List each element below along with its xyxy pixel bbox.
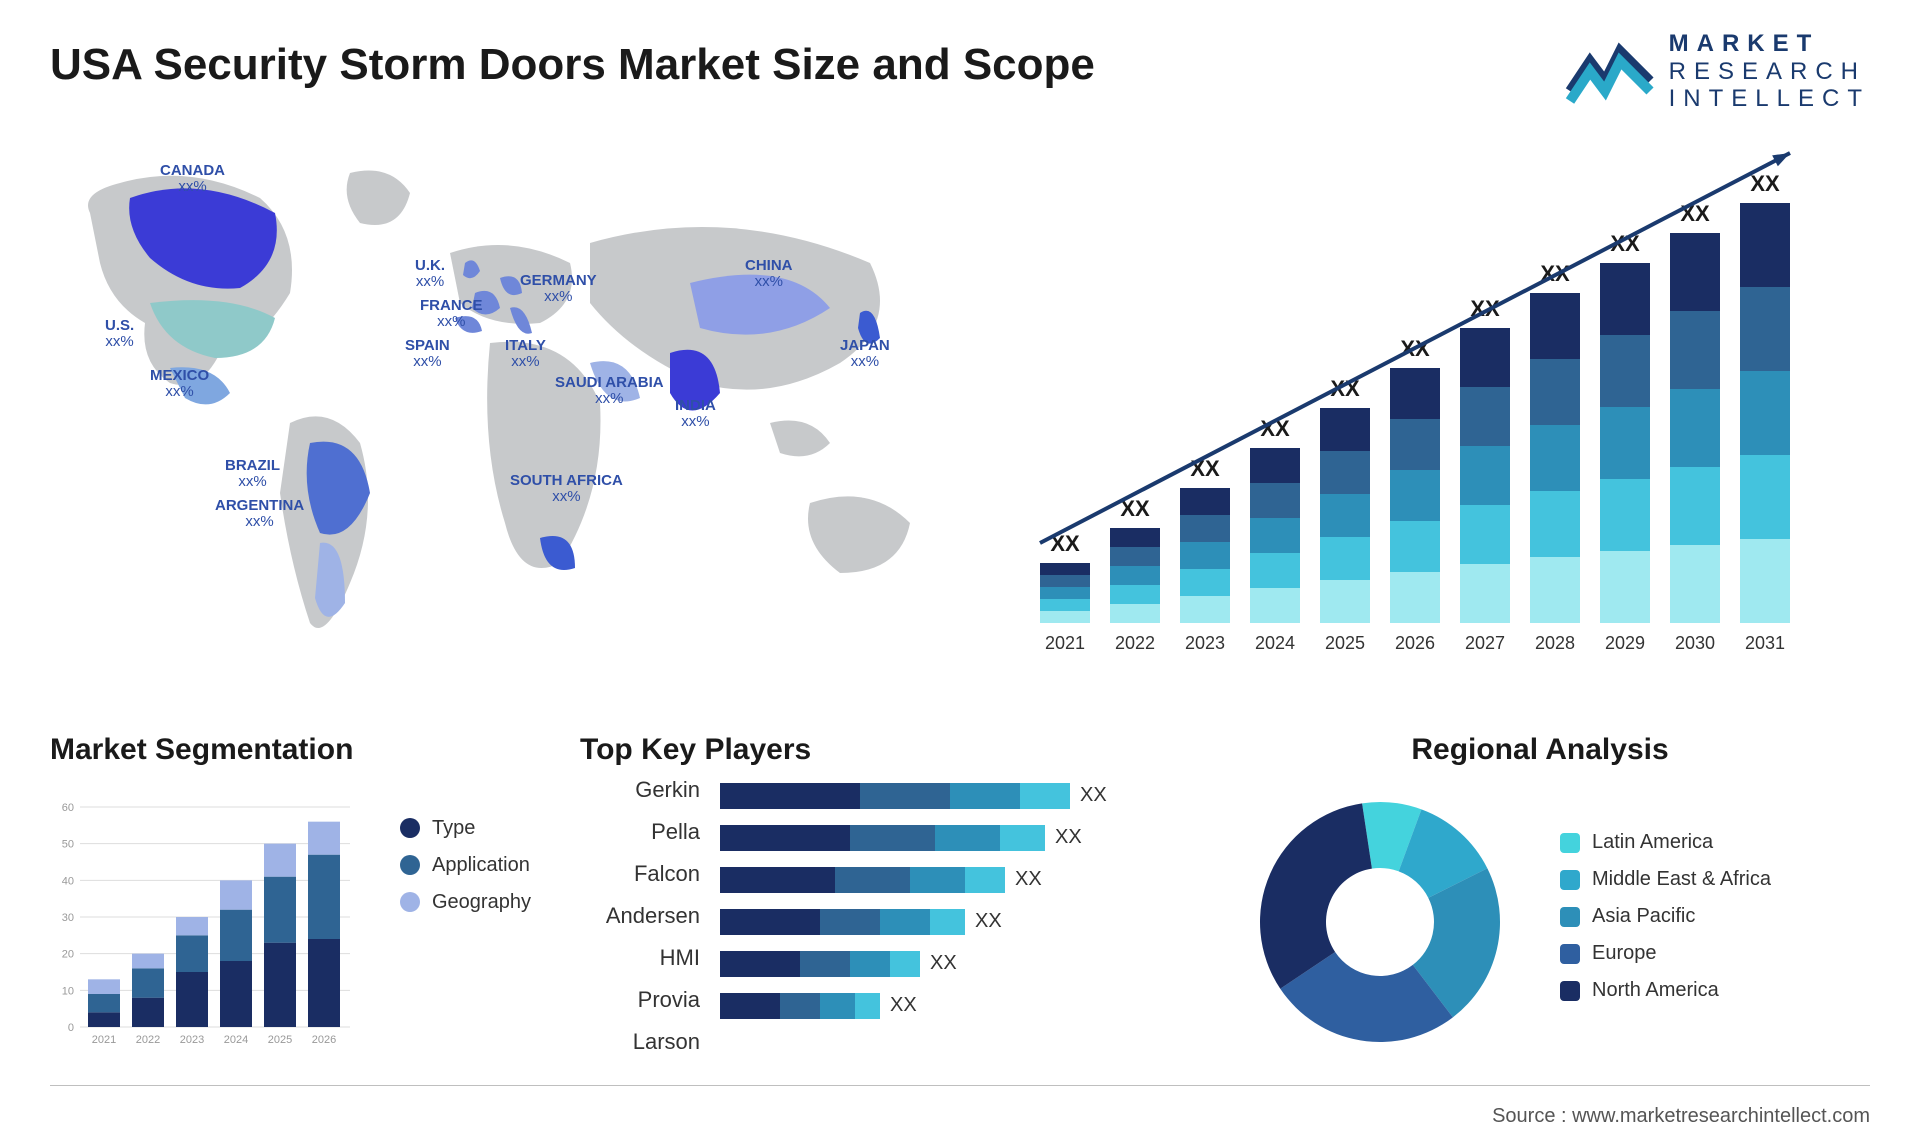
- seg-legend-geography: Geography: [400, 891, 531, 914]
- regional-panel: Regional Analysis Latin America Middle Ea…: [1230, 733, 1850, 1057]
- svg-text:2025: 2025: [1325, 633, 1365, 653]
- map-label-germany: GERMANYxx%: [520, 273, 597, 306]
- map-label-brazil: BRAZILxx%: [225, 458, 280, 491]
- map-label-mexico: MEXICOxx%: [150, 368, 209, 401]
- map-label-china: CHINAxx%: [745, 258, 793, 291]
- svg-text:2030: 2030: [1675, 633, 1715, 653]
- svg-text:40: 40: [62, 875, 74, 887]
- svg-text:2021: 2021: [92, 1034, 116, 1046]
- logo-icon: [1565, 36, 1655, 106]
- regional-legend: Latin America Middle East & Africa Asia Pa…: [1560, 831, 1771, 1002]
- player-bar-row: XX: [720, 783, 1107, 809]
- svg-text:2026: 2026: [1395, 633, 1435, 653]
- map-label-south-africa: SOUTH AFRICAxx%: [510, 473, 623, 506]
- map-label-u-k-: U.K.xx%: [415, 258, 445, 291]
- players-panel: Top Key Players Gerkin Pella Falcon Anderse…: [580, 733, 1200, 1057]
- logo-line1: MARKET: [1669, 30, 1870, 58]
- map-label-saudi-arabia: SAUDI ARABIAxx%: [555, 375, 664, 408]
- player-bar-row: XX: [720, 909, 1107, 935]
- region-legend-item: Europe: [1560, 942, 1771, 965]
- map-label-spain: SPAINxx%: [405, 338, 450, 371]
- svg-text:50: 50: [62, 838, 74, 850]
- svg-text:XX: XX: [1750, 171, 1780, 196]
- seg-legend-type: Type: [400, 817, 531, 840]
- players-title: Top Key Players: [580, 733, 1200, 767]
- svg-text:60: 60: [62, 802, 74, 814]
- logo-line3: INTELLECT: [1669, 85, 1870, 113]
- svg-text:XX: XX: [1190, 456, 1220, 481]
- svg-text:2021: 2021: [1045, 633, 1085, 653]
- map-label-japan: JAPANxx%: [840, 338, 890, 371]
- region-legend-item: Latin America: [1560, 831, 1771, 854]
- segmentation-legend: Type Application Geography: [400, 817, 531, 914]
- svg-text:XX: XX: [1680, 201, 1710, 226]
- svg-text:10: 10: [62, 985, 74, 997]
- players-list: Gerkin Pella Falcon Andersen HMI Provia Larson: [580, 777, 700, 1055]
- segmentation-chart: 0 10 20 30 40 50 60 2021 2022 2023 2024 2025 2026: [50, 777, 370, 1057]
- regional-donut: [1230, 777, 1530, 1057]
- map-label-italy: ITALYxx%: [505, 338, 546, 371]
- svg-text:2024: 2024: [224, 1034, 248, 1046]
- player-name: HMI: [580, 945, 700, 971]
- svg-text:2023: 2023: [1185, 633, 1225, 653]
- svg-text:2023: 2023: [180, 1034, 204, 1046]
- players-bars: XX XX XX XX XX XX: [720, 783, 1107, 1055]
- map-label-u-s-: U.S.xx%: [105, 318, 134, 351]
- world-map-panel: CANADAxx% U.S.xx% MEXICOxx% BRAZILxx% ARGENT…: [50, 143, 970, 703]
- map-label-canada: CANADAxx%: [160, 163, 225, 196]
- player-name: Andersen: [580, 903, 700, 929]
- player-bar-row: XX: [720, 867, 1107, 893]
- svg-text:2022: 2022: [136, 1034, 160, 1046]
- footer-divider: [50, 1085, 1870, 1086]
- svg-text:0: 0: [68, 1022, 74, 1034]
- player-name: Pella: [580, 819, 700, 845]
- svg-text:2022: 2022: [1115, 633, 1155, 653]
- segmentation-title: Market Segmentation: [50, 733, 550, 767]
- player-name: Provia: [580, 987, 700, 1013]
- svg-text:2025: 2025: [268, 1034, 292, 1046]
- player-name: Larson: [580, 1029, 700, 1055]
- svg-text:2024: 2024: [1255, 633, 1295, 653]
- segmentation-panel: Market Segmentation 0 10 20 30 40 50 60 2021 202…: [50, 733, 550, 1057]
- page-title: USA Security Storm Doors Market Size and…: [50, 40, 1095, 90]
- region-legend-item: North America: [1560, 979, 1771, 1002]
- player-bar-row: XX: [720, 993, 1107, 1019]
- growth-bar-chart: XX2021XX2022XX2023XX2024XX2025XX2026XX20…: [1010, 143, 1840, 703]
- svg-text:30: 30: [62, 912, 74, 924]
- world-map: [50, 143, 970, 663]
- region-legend-item: Asia Pacific: [1560, 905, 1771, 928]
- player-bar-row: XX: [720, 951, 1107, 977]
- svg-text:2029: 2029: [1605, 633, 1645, 653]
- player-bar-row: XX: [720, 825, 1107, 851]
- logo-line2: RESEARCH: [1669, 58, 1870, 86]
- source-text: Source : www.marketresearchintellect.com: [1492, 1105, 1870, 1128]
- svg-text:2031: 2031: [1745, 633, 1785, 653]
- map-label-france: FRANCExx%: [420, 298, 483, 331]
- svg-text:20: 20: [62, 948, 74, 960]
- region-legend-item: Middle East & Africa: [1560, 868, 1771, 891]
- map-label-argentina: ARGENTINAxx%: [215, 498, 304, 531]
- svg-text:2028: 2028: [1535, 633, 1575, 653]
- seg-legend-application: Application: [400, 854, 531, 877]
- map-label-india: INDIAxx%: [675, 398, 716, 431]
- player-name: Gerkin: [580, 777, 700, 803]
- regional-title: Regional Analysis: [1230, 733, 1850, 767]
- brand-logo: MARKET RESEARCH INTELLECT: [1565, 30, 1870, 113]
- svg-text:2027: 2027: [1465, 633, 1505, 653]
- svg-text:2026: 2026: [312, 1034, 336, 1046]
- player-name: Falcon: [580, 861, 700, 887]
